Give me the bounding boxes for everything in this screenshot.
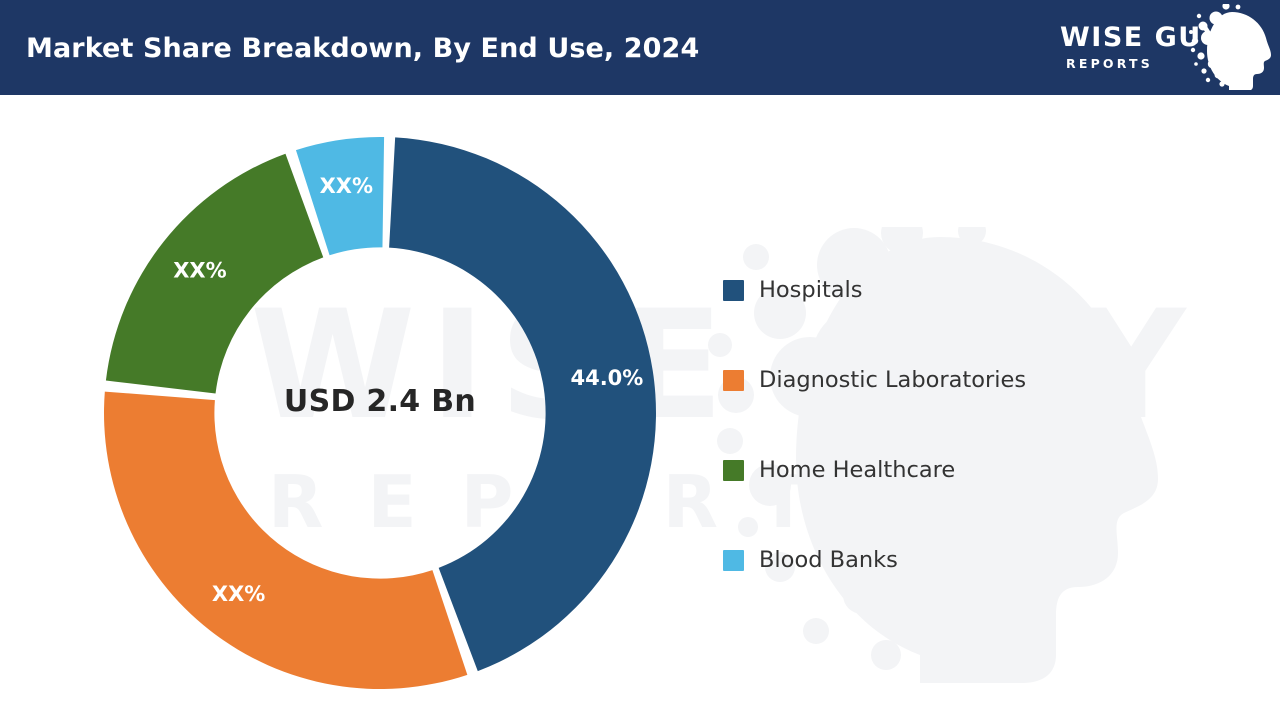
page-title: Market Share Breakdown, By End Use, 2024: [26, 33, 700, 64]
legend-swatch-home-healthcare: [723, 459, 744, 481]
wise-guy-reports-logo: WISE GUY REPORTS: [1056, 4, 1272, 90]
legend-label-hospitals: Hospitals: [759, 277, 863, 303]
logo-head-icon: [1189, 4, 1271, 90]
chart-body: WISE GUY REPORTS 44.0%XX%XX%XX% USD 2.4 …: [0, 97, 1280, 720]
slice-value-label: XX%: [320, 174, 373, 198]
legend-item-blood-banks[interactable]: Blood Banks: [723, 515, 1193, 605]
donut-slice-home-healthcare[interactable]: [105, 153, 324, 394]
donut-slice-blood-banks[interactable]: [295, 137, 385, 256]
legend-item-hospitals[interactable]: Hospitals: [723, 245, 1193, 335]
donut-slice-hospitals[interactable]: [389, 137, 656, 672]
donut-chart: 44.0% XX% XX% XX% USD 2.4 Bn: [0, 97, 710, 720]
donut-slices: [104, 137, 656, 689]
legend-label-blood-banks: Blood Banks: [759, 547, 898, 573]
slice-value-label: 44.0%: [570, 366, 643, 390]
legend-swatch-hospitals: [723, 279, 744, 301]
logo-wordmark-primary: WISE GUY: [1060, 22, 1223, 53]
donut-svg: 44.0% XX% XX% XX%: [104, 137, 656, 689]
donut-slice-diagnostic-laboratories[interactable]: [104, 391, 468, 689]
slice-value-label: XX%: [173, 258, 226, 282]
legend-swatch-blood-banks: [723, 549, 744, 571]
legend-item-diagnostic-laboratories[interactable]: Diagnostic Laboratories: [723, 335, 1193, 425]
slice-value-label: XX%: [212, 582, 265, 606]
chart-legend: Hospitals Diagnostic Laboratories Home H…: [723, 245, 1193, 605]
donut-center-label: USD 2.4 Bn: [283, 384, 477, 419]
logo-wordmark-secondary: REPORTS: [1066, 56, 1153, 71]
legend-swatch-diagnostic-laboratories: [723, 369, 744, 391]
page-header: Market Share Breakdown, By End Use, 2024…: [0, 0, 1280, 95]
legend-label-home-healthcare: Home Healthcare: [759, 457, 956, 483]
legend-item-home-healthcare[interactable]: Home Healthcare: [723, 425, 1193, 515]
donut-slice-labels: 44.0% XX% XX% XX%: [173, 174, 643, 606]
legend-label-diagnostic-laboratories: Diagnostic Laboratories: [759, 367, 1027, 393]
